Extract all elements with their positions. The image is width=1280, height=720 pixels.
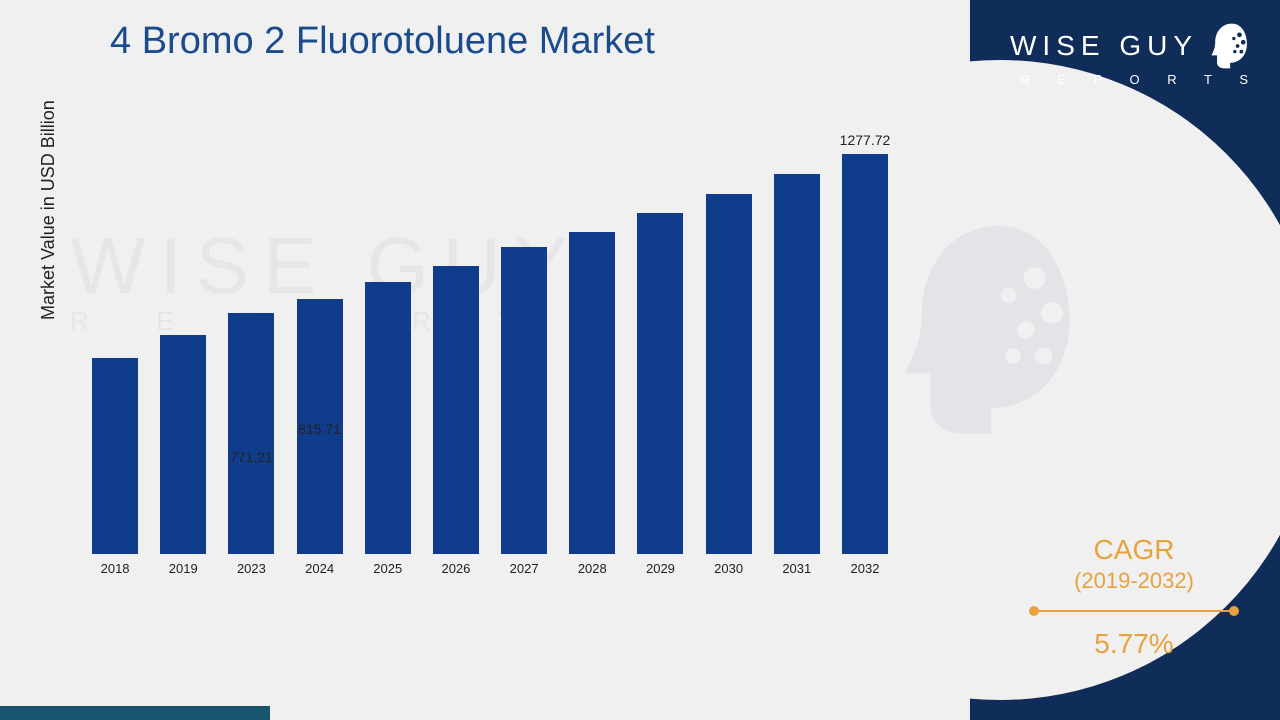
bar-value-label: 771.21	[230, 449, 273, 465]
bar-wrap: 2025	[363, 282, 413, 554]
cagr-block: CAGR (2019-2032) 5.77%	[1034, 534, 1234, 660]
x-tick-label: 2023	[237, 561, 266, 576]
bar-wrap: 1277.722032	[840, 154, 890, 554]
logo: WISE GUY R E P O R T S	[1010, 18, 1260, 87]
bar-wrap: 815.712024	[295, 299, 345, 554]
x-tick-label: 2024	[305, 561, 334, 576]
bottom-accent-bar	[0, 706, 270, 720]
cagr-title: CAGR	[1034, 534, 1234, 566]
bar	[228, 313, 274, 554]
bar	[569, 232, 615, 554]
chart-area: Market Value in USD Billion 20182019771.…	[60, 140, 890, 590]
x-tick-label: 2032	[851, 561, 880, 576]
bar-wrap: 2027	[499, 247, 549, 554]
x-tick-label: 2025	[373, 561, 402, 576]
x-tick-label: 2027	[510, 561, 539, 576]
bar-wrap: 2026	[431, 266, 481, 554]
bar-wrap: 2029	[635, 213, 685, 554]
cagr-divider	[1034, 610, 1234, 612]
x-tick-label: 2031	[782, 561, 811, 576]
bar	[774, 174, 820, 554]
bar	[365, 282, 411, 554]
x-tick-label: 2028	[578, 561, 607, 576]
bar	[92, 358, 138, 554]
x-tick-label: 2029	[646, 561, 675, 576]
cagr-value: 5.77%	[1034, 628, 1234, 660]
bar-value-label: 1277.72	[840, 132, 891, 148]
chart-title: 4 Bromo 2 Fluorotoluene Market	[110, 20, 655, 63]
bar	[637, 213, 683, 554]
bar-wrap: 771.212023	[226, 313, 276, 554]
x-tick-label: 2030	[714, 561, 743, 576]
logo-text-2: R E P O R T S	[1010, 72, 1260, 87]
y-axis-label: Market Value in USD Billion	[38, 100, 59, 320]
bar	[433, 266, 479, 554]
bar	[706, 194, 752, 554]
bar	[501, 247, 547, 554]
bar	[842, 154, 888, 554]
bar-container: 2018 2019 771.212023 815.712024 2025 2026 2027…	[90, 154, 890, 554]
bar-value-label: 815.71	[298, 421, 341, 437]
bar-wrap: 2018	[90, 358, 140, 554]
x-tick-label: 2026	[441, 561, 470, 576]
bar-wrap: 2019	[158, 335, 208, 554]
cagr-range: (2019-2032)	[1034, 568, 1234, 594]
logo-text-1: WISE GUY	[1010, 30, 1198, 62]
head-icon	[1204, 18, 1260, 74]
bar-wrap: 2028	[567, 232, 617, 554]
x-tick-label: 2018	[101, 561, 130, 576]
bar-wrap: 2031	[772, 174, 822, 554]
x-tick-label: 2019	[169, 561, 198, 576]
bar	[160, 335, 206, 554]
bar-wrap: 2030	[704, 194, 754, 554]
